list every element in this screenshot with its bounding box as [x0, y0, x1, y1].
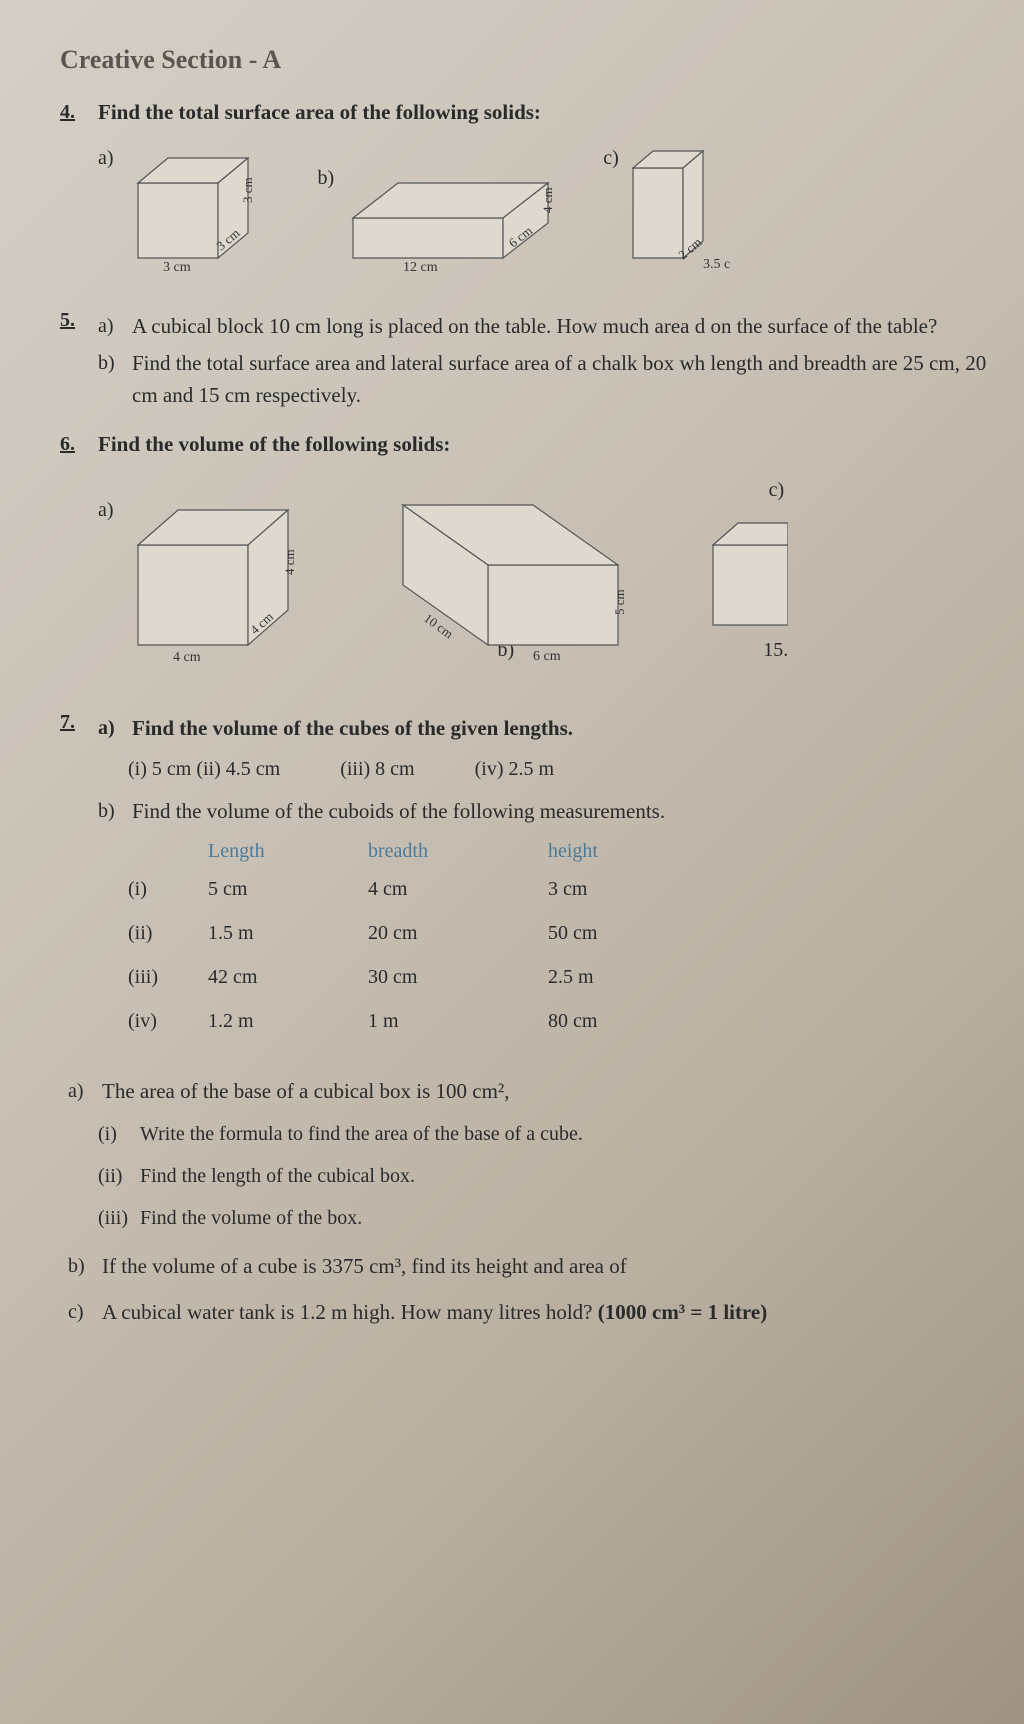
q5b-text: Find the total surface area and lateral …: [132, 348, 994, 411]
q6-number: 6.: [60, 429, 98, 459]
table-row: (iii) 42 cm 30 cm 2.5 m: [128, 962, 994, 992]
q4a-label: a): [98, 143, 114, 173]
q5a-text: A cubical block 10 cm long is placed on …: [132, 311, 994, 343]
q7a-opt-iv: (iv) 2.5 m: [475, 754, 554, 784]
question-7: 7. a) Find the volume of the cubes of th…: [60, 707, 994, 1050]
q8c-text: A cubical water tank is 1.2 m high. How …: [102, 1297, 994, 1329]
q8a-i-label: (i): [98, 1119, 140, 1149]
q4-number: 4.: [60, 97, 98, 127]
tbl-head-height: height: [548, 836, 708, 866]
q7a-options: (i) 5 cm (ii) 4.5 cm (iii) 8 cm (iv) 2.5…: [128, 754, 994, 784]
q4a-h: 3 cm: [240, 177, 255, 203]
question-4: 4. Find the total surface area of the fo…: [60, 97, 994, 287]
q4c-label: c): [603, 143, 619, 173]
q4c-w: 3.5 c: [703, 257, 730, 272]
q7b-label: b): [98, 796, 132, 826]
q8a-iii-text: Find the volume of the box.: [140, 1203, 994, 1233]
tbl-head-breadth: breadth: [368, 836, 548, 866]
q4b-label: b): [318, 163, 335, 193]
q4-figures: a) 3 cm 3 cm 3 cm b) 12 cm 6 cm: [98, 143, 994, 273]
q7a-opt-iii: (iii) 8 cm: [340, 754, 414, 784]
q7a-opt-i: (i) 5 cm (ii) 4.5 cm: [128, 754, 280, 784]
q8a-label: a): [68, 1076, 102, 1106]
table-row: (iv) 1.2 m 1 m 80 cm: [128, 1006, 994, 1036]
tbl-head-0: [128, 836, 208, 866]
q4b-h: 4 cm: [540, 187, 555, 213]
q7-number: 7.: [60, 707, 98, 737]
q8a-text: The area of the base of a cubical box is…: [102, 1076, 994, 1108]
q5-number: 5.: [60, 305, 98, 335]
q8a-i-text: Write the formula to find the area of th…: [140, 1119, 994, 1149]
question-6: 6. Find the volume of the following soli…: [60, 429, 994, 679]
long-cuboid-icon: 6 cm 10 cm 5 cm: [388, 490, 668, 665]
q7a-label: a): [98, 713, 132, 743]
q6-text: Find the volume of the following solids:: [98, 429, 994, 461]
q6a-w: 4 cm: [173, 650, 201, 665]
q6a-h: 4 cm: [282, 549, 297, 575]
question-8: a) The area of the base of a cubical box…: [30, 1070, 994, 1329]
q7a-text: Find the volume of the cubes of the give…: [132, 713, 994, 745]
q5b-label: b): [98, 348, 132, 378]
q6a-label: a): [98, 495, 114, 525]
section-title: Creative Section - A: [60, 40, 994, 79]
q4a-w: 3 cm: [163, 260, 191, 273]
q4-text: Find the total surface area of the follo…: [98, 97, 994, 129]
q8b-label: b): [68, 1251, 102, 1281]
q6b-w: 6 cm: [533, 649, 561, 664]
q6c-extra: 15.: [763, 635, 788, 665]
q6-figures: a) 4 cm 4 cm 4 cm b) 6 cm: [98, 475, 994, 665]
cuboid-icon: 12 cm 6 cm 4 cm: [338, 163, 573, 273]
cube-icon: 3 cm 3 cm 3 cm: [118, 143, 288, 273]
cube-icon: 4 cm 4 cm 4 cm: [118, 495, 328, 665]
table-row: (ii) 1.5 m 20 cm 50 cm: [128, 918, 994, 948]
q8a-ii-text: Find the length of the cubical box.: [140, 1161, 994, 1191]
q4b-w: 12 cm: [403, 260, 438, 273]
table-row: (i) 5 cm 4 cm 3 cm: [128, 874, 994, 904]
tbl-head-length: Length: [208, 836, 368, 866]
q7b-text: Find the volume of the cuboids of the fo…: [132, 796, 994, 828]
q8a-iii-label: (iii): [98, 1203, 140, 1233]
tall-cuboid-icon: 2 cm 3.5 c: [623, 143, 743, 273]
q7b-table: Length breadth height (i) 5 cm 4 cm 3 cm…: [128, 836, 994, 1036]
q6c-label: c): [769, 475, 785, 505]
q5a-label: a): [98, 311, 132, 341]
q8a-ii-label: (ii): [98, 1161, 140, 1191]
q8c-label: c): [68, 1297, 102, 1327]
question-5: 5. a) A cubical block 10 cm long is plac…: [60, 305, 994, 412]
q6b-h: 5 cm: [612, 589, 627, 615]
partial-cuboid-icon: [698, 505, 788, 635]
q8b-text: If the volume of a cube is 3375 cm³, fin…: [102, 1251, 994, 1283]
